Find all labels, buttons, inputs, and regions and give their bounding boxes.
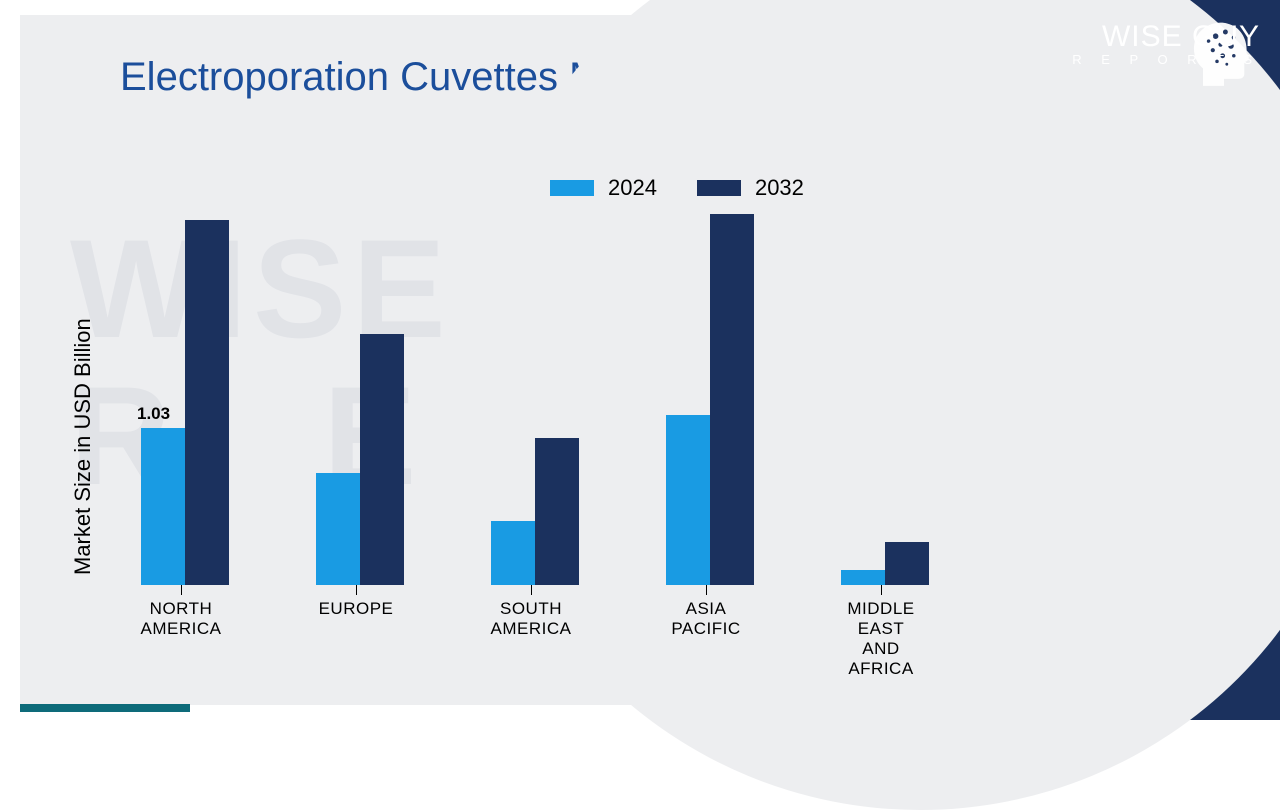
x-axis-label: EUROPE [286, 599, 426, 619]
legend-label-2024: 2024 [608, 175, 657, 201]
legend: 2024 2032 [550, 175, 804, 201]
x-axis-label: ASIA PACIFIC [636, 599, 776, 639]
x-axis-label: SOUTH AMERICA [461, 599, 601, 639]
x-tick [531, 585, 532, 595]
legend-label-2032: 2032 [755, 175, 804, 201]
bar-2032 [360, 334, 404, 585]
right-panel: WISE GUY R E P O R T S [1030, 0, 1280, 720]
accent-bar [20, 704, 190, 712]
bar-plot: 1.03 [125, 205, 995, 585]
x-axis-label: MIDDLE EAST AND AFRICA [811, 599, 951, 679]
bar-2024 [491, 521, 535, 585]
bar-2032 [185, 220, 229, 585]
brand-logo: WISE GUY R E P O R T S [1072, 20, 1260, 67]
bar-2032 [710, 214, 754, 585]
bar-2032 [535, 438, 579, 585]
bar-value-label: 1.03 [137, 404, 170, 424]
x-tick [356, 585, 357, 595]
legend-item-2024: 2024 [550, 175, 657, 201]
brand-main: WISE GUY [1072, 20, 1260, 54]
x-tick [181, 585, 182, 595]
legend-item-2032: 2032 [697, 175, 804, 201]
x-axis-label: NORTH AMERICA [111, 599, 251, 639]
bar-2024 [666, 415, 710, 585]
y-axis-label: Market Size in USD Billion [70, 318, 96, 575]
bar-2024 [316, 473, 360, 585]
legend-swatch-2024 [550, 180, 594, 196]
legend-swatch-2032 [697, 180, 741, 196]
x-tick [881, 585, 882, 595]
brand-sub: R E P O R T S [1072, 52, 1260, 67]
bar-2024 [841, 570, 885, 585]
bar-2024 [141, 428, 185, 585]
bar-2032 [885, 542, 929, 585]
x-tick [706, 585, 707, 595]
